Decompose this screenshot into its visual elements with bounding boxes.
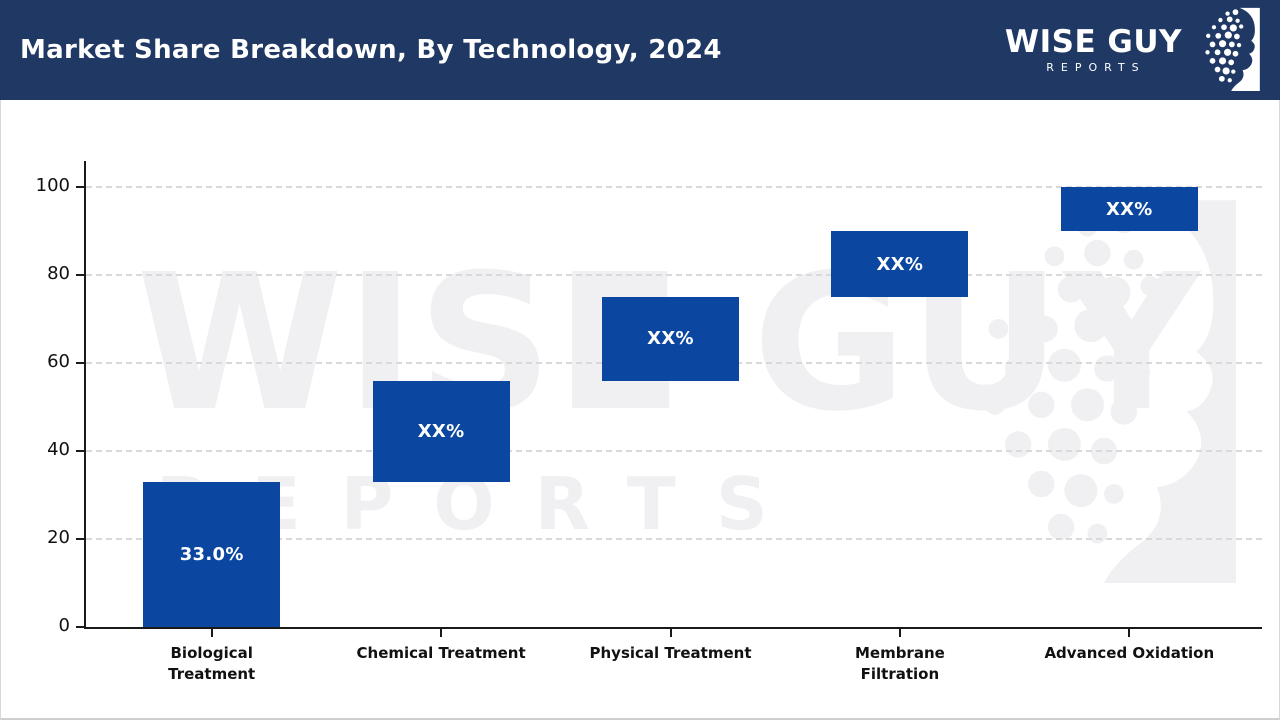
y-tick-mark xyxy=(76,362,84,364)
bar-segment: XX% xyxy=(1060,187,1198,231)
brand-name: WISE GUY xyxy=(1004,23,1182,60)
page-title: Market Share Breakdown, By Technology, 2… xyxy=(20,35,722,65)
category-label: Chemical Treatment xyxy=(356,644,526,662)
y-tick-label: 60 xyxy=(47,351,70,372)
plot-area: 0 20 40 60 80 100 33.0% Biological Treatment XX% C… xyxy=(36,161,1262,683)
bar-segment: XX% xyxy=(831,231,969,297)
y-tick-mark xyxy=(76,538,84,540)
brand-face-icon xyxy=(1186,5,1262,95)
brand-logo-text: WISE GUY REPORTS xyxy=(1004,23,1182,74)
y-tick-mark xyxy=(76,626,84,628)
x-tick-mark xyxy=(440,629,443,637)
y-axis-line xyxy=(84,161,86,629)
bar-value-label: XX% xyxy=(876,253,924,275)
y-tick-mark xyxy=(76,186,84,188)
brand-logo: WISE GUY REPORTS xyxy=(1005,5,1262,95)
bar-segment: 33.0% xyxy=(143,481,281,627)
bar-value-label: XX% xyxy=(1105,198,1153,220)
y-tick-label: 40 xyxy=(47,439,70,460)
bar-segment: XX% xyxy=(602,297,739,381)
y-tick-label: 100 xyxy=(35,175,70,196)
bar-value-label: XX% xyxy=(417,420,465,442)
y-tick-mark xyxy=(76,274,84,276)
category-label: Advanced Oxidation xyxy=(1044,644,1215,662)
x-axis-line xyxy=(84,627,1262,629)
header-bar: Market Share Breakdown, By Technology, 2… xyxy=(0,0,1280,100)
brand-subtitle: REPORTS xyxy=(1046,60,1146,74)
x-tick-mark xyxy=(1128,629,1131,637)
gridline xyxy=(86,274,1262,276)
y-tick-label: 20 xyxy=(47,527,70,548)
y-tick-label: 0 xyxy=(58,615,70,636)
gridline xyxy=(86,538,1262,540)
category-label: Biological Treatment xyxy=(168,644,256,683)
gridline xyxy=(86,186,1262,188)
x-tick-mark xyxy=(669,629,672,637)
category-label: Membrane Filtration xyxy=(854,644,945,683)
bar-value-label: XX% xyxy=(647,328,694,350)
bar-value-label: 33.0% xyxy=(179,543,244,565)
y-tick-label: 80 xyxy=(47,263,70,284)
y-tick-mark xyxy=(76,450,84,452)
category-label: Physical Treatment xyxy=(589,644,752,662)
x-tick-mark xyxy=(210,629,213,637)
gridline xyxy=(86,450,1262,452)
x-tick-mark xyxy=(898,629,901,637)
bar-segment: XX% xyxy=(372,380,510,482)
chart-canvas: WISE GUY REPORTS 0 20 40 60 80 100 33.0% Biolog… xyxy=(0,100,1280,720)
